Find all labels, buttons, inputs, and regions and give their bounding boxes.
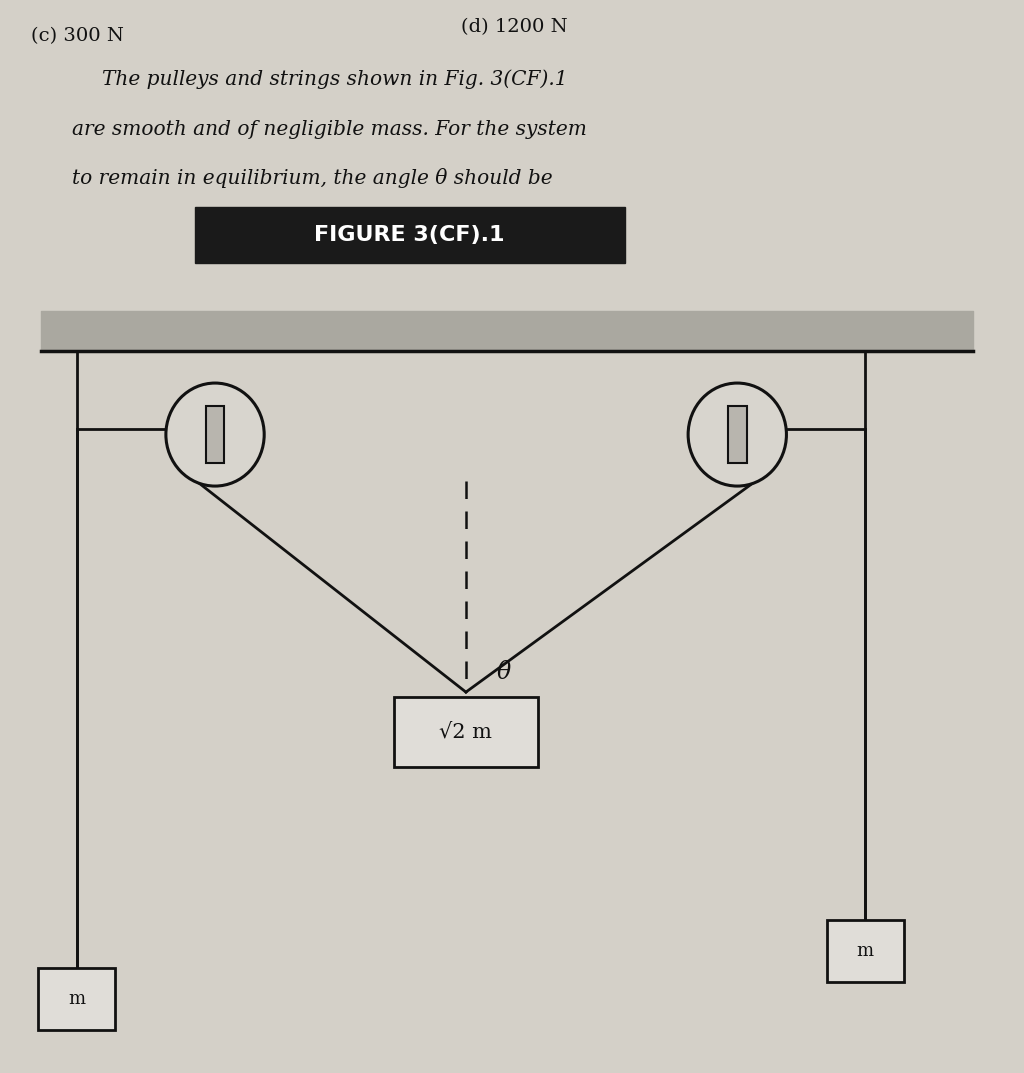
Text: θ: θ: [497, 661, 511, 685]
Text: FIGURE 3(CF).1: FIGURE 3(CF).1: [314, 225, 505, 245]
Text: √2 m: √2 m: [439, 723, 493, 741]
Bar: [39, 968, 115, 1030]
Text: are smooth and of negligible mass. For the system: are smooth and of negligible mass. For t…: [72, 120, 587, 139]
Bar: [394, 697, 538, 767]
Text: to remain in equilibrium, the angle θ should be: to remain in equilibrium, the angle θ sh…: [72, 168, 552, 189]
Bar: [206, 407, 224, 462]
Bar: [827, 920, 903, 982]
Text: m: m: [857, 942, 873, 959]
Text: m: m: [69, 990, 85, 1008]
Text: The pulleys and strings shown in Fig. 3(CF).1: The pulleys and strings shown in Fig. 3(…: [102, 70, 568, 89]
FancyBboxPatch shape: [195, 207, 625, 263]
Text: (d) 1200 N: (d) 1200 N: [461, 18, 567, 36]
Text: (c) 300 N: (c) 300 N: [31, 27, 124, 45]
Circle shape: [166, 383, 264, 486]
Bar: [728, 407, 746, 462]
Circle shape: [688, 383, 786, 486]
